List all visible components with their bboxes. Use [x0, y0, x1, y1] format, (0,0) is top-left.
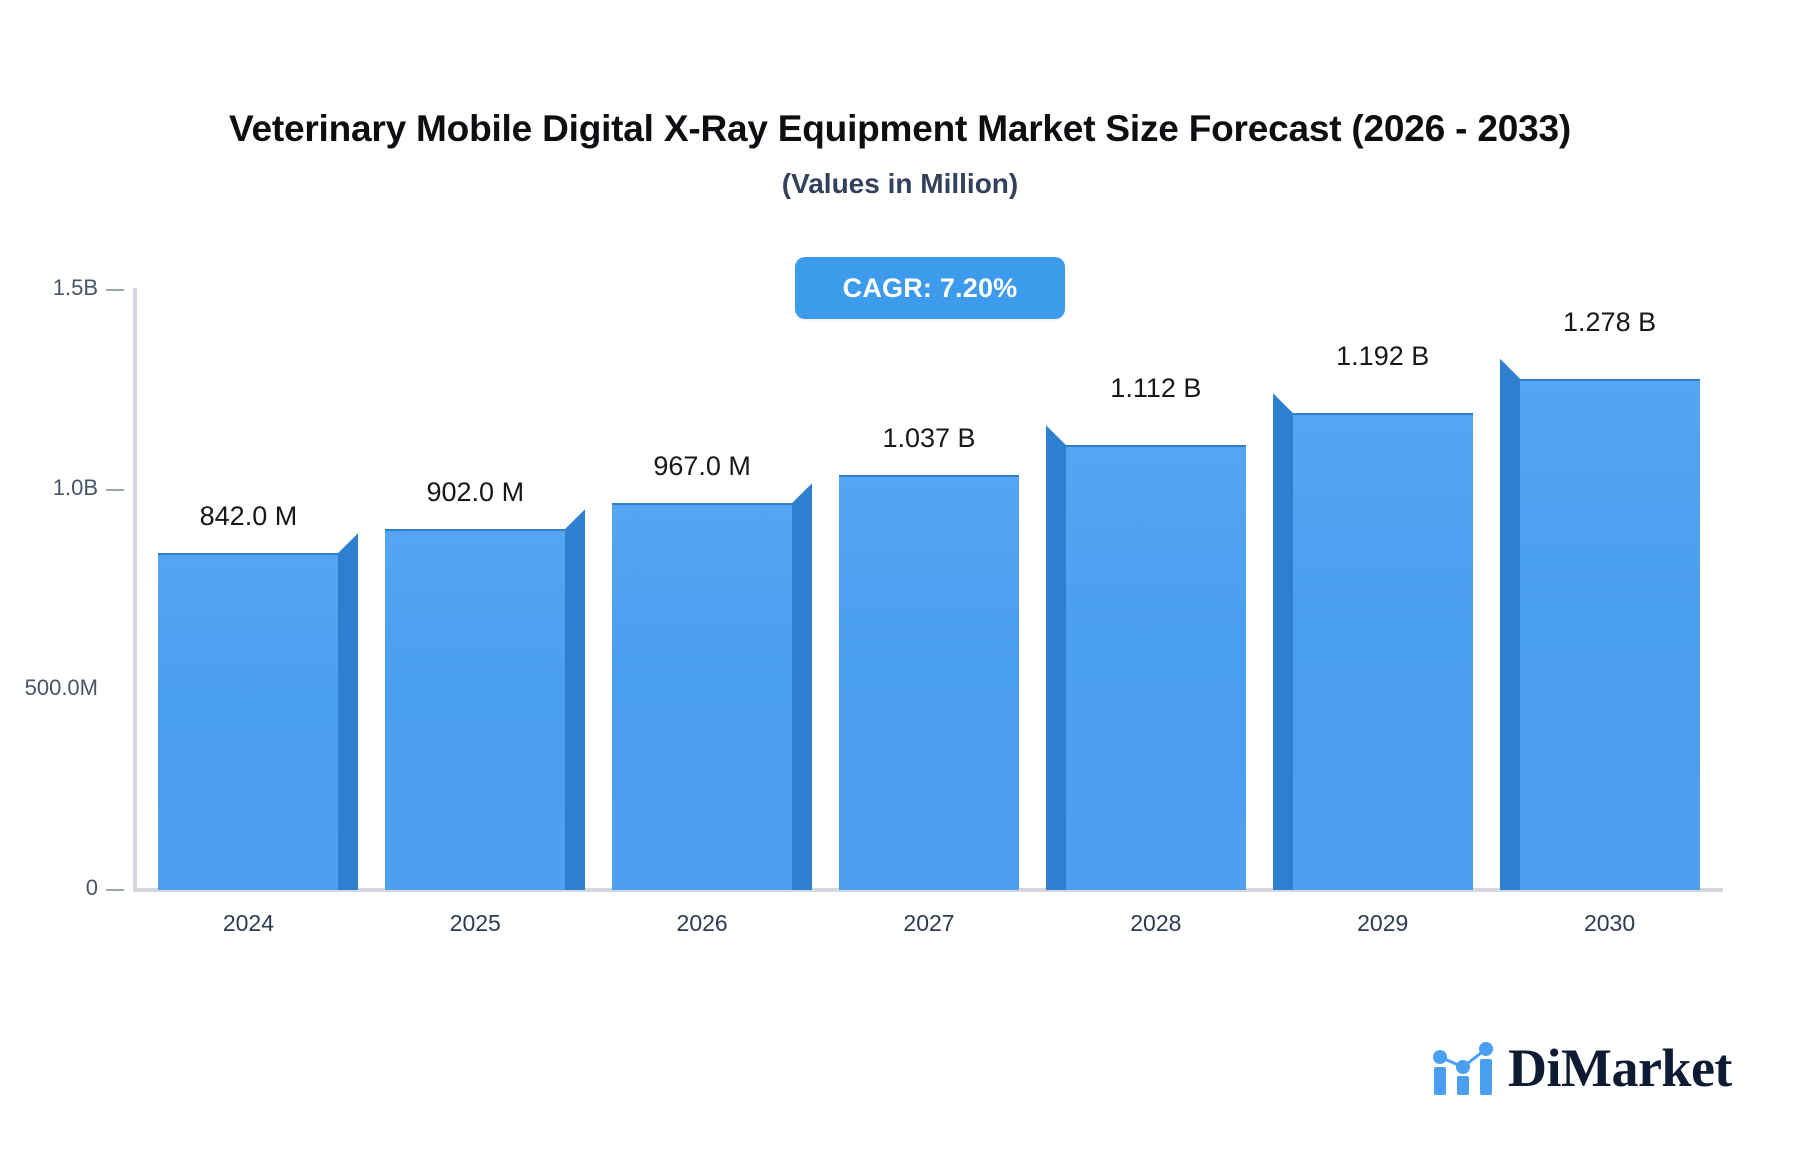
- bar-side-face: [792, 483, 812, 890]
- logo-text: DiMarket: [1508, 1038, 1732, 1098]
- bar-front-face: [1066, 445, 1246, 890]
- chart-title: Veterinary Mobile Digital X-Ray Equipmen…: [229, 108, 1571, 149]
- bar-front-face: [158, 553, 338, 890]
- bar-value-label: 1.037 B: [882, 423, 976, 454]
- x-axis-tick-label: 2027: [903, 910, 955, 936]
- bar[interactable]: [819, 455, 1039, 890]
- y-axis-tick-label: 1.0B: [52, 475, 98, 500]
- bar-value-label: 842.0 M: [199, 501, 298, 532]
- y-axis-tick-mark: [106, 289, 124, 291]
- x-axis-line: [133, 888, 1723, 892]
- bar-front-face: [612, 503, 792, 890]
- y-axis-tick-label: 500.0M: [24, 675, 98, 700]
- bar-chart-icon: [1433, 1042, 1493, 1095]
- bar-side-face: [1046, 425, 1066, 890]
- bar-side-face: [338, 533, 358, 890]
- x-axis-tick-label: 2030: [1583, 910, 1636, 936]
- bar-front-face: [839, 475, 1019, 890]
- cagr-badge[interactable]: CAGR: 7.20%: [795, 257, 1065, 319]
- y-axis-tick-mark: [106, 489, 124, 491]
- bar-side-face: [1273, 393, 1293, 890]
- bar[interactable]: [1500, 358, 1720, 890]
- x-axis-tick-label: 2028: [1130, 910, 1182, 936]
- bar[interactable]: [592, 483, 812, 890]
- bar[interactable]: [1046, 425, 1266, 890]
- bar-value-label: 1.192 B: [1336, 341, 1430, 372]
- bar-side-face: [565, 509, 585, 890]
- bar-front-face: [1520, 378, 1700, 890]
- bar-value-label: 1.112 B: [1110, 373, 1202, 404]
- bar-value-label: 902.0 M: [426, 477, 525, 508]
- bar-value-label: 1.278 B: [1563, 306, 1657, 337]
- y-axis-tick-label: 0: [85, 875, 98, 900]
- bar-front-face: [1293, 413, 1473, 890]
- bar[interactable]: [138, 533, 358, 890]
- x-axis-tick-label: 2029: [1357, 910, 1409, 936]
- bar-front-face: [385, 529, 565, 890]
- bar-value-label: 967.0 M: [653, 451, 751, 482]
- cagr-badge-label: CAGR: 7.20%: [842, 272, 1018, 303]
- bar[interactable]: [365, 509, 585, 890]
- chart-subtitle: (Values in Million): [781, 168, 1019, 199]
- y-axis-tick-mark: [106, 889, 124, 891]
- y-axis-tick-label: 1.5B: [52, 275, 98, 300]
- x-axis-tick-label: 2025: [449, 910, 501, 936]
- bar-side-face: [1500, 358, 1520, 890]
- dimarket-logo: DiMarket: [1432, 1040, 1732, 1096]
- x-axis-tick-label: 2024: [222, 910, 274, 936]
- bar[interactable]: [1273, 393, 1493, 890]
- y-axis-line: [133, 288, 137, 892]
- x-axis-tick-label: 2026: [676, 910, 728, 936]
